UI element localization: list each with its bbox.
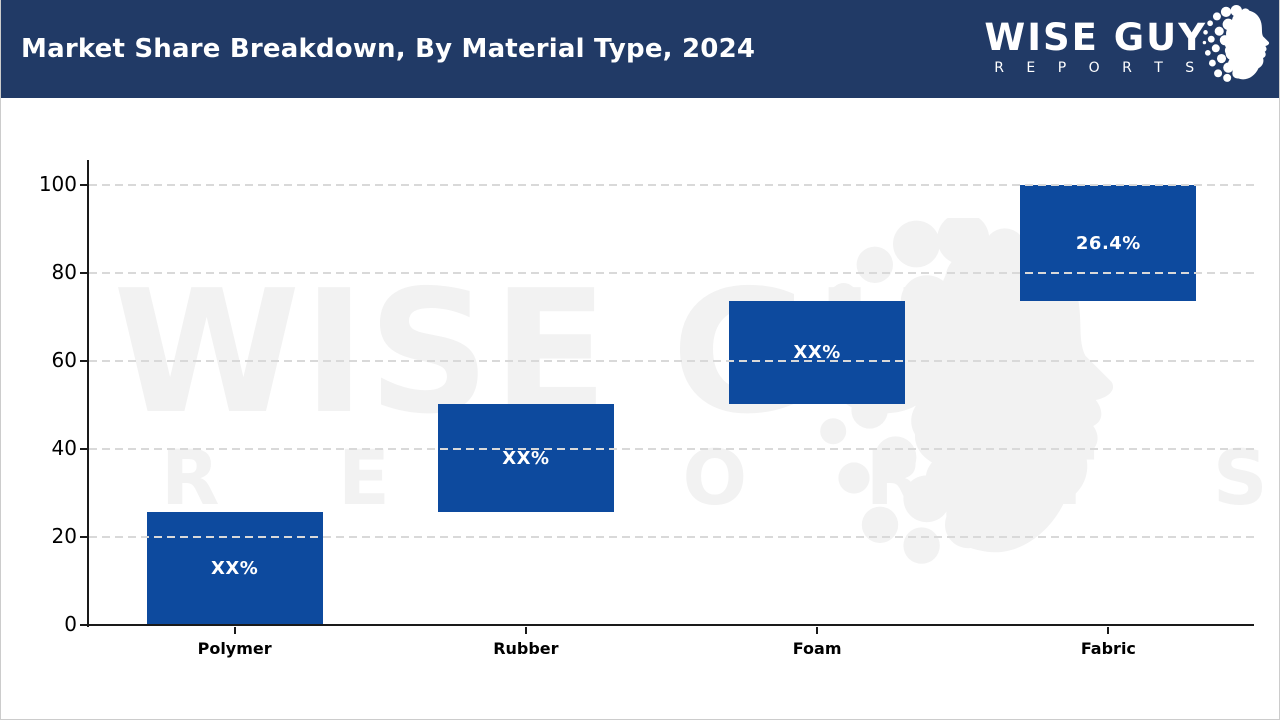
gridline-100 [89, 184, 1254, 186]
y-tick-label: 0 [64, 612, 77, 636]
wiseguy-logo: WISE GUY R E P O R T S [984, 4, 1275, 88]
category-label-polymer: Polymer [197, 639, 272, 658]
x-tick-mark [524, 627, 527, 634]
y-tick-mark [80, 272, 88, 274]
y-axis-line [87, 160, 89, 627]
x-tick-mark [233, 627, 236, 634]
y-tick-mark [80, 448, 88, 450]
y-tick-label: 60 [51, 348, 77, 372]
y-tick-mark [80, 536, 88, 538]
x-axis-line [87, 624, 1254, 626]
logo-subtext: R E P O R T S [994, 60, 1204, 76]
bar-foam: XX% [729, 301, 906, 405]
bar-value-label: XX% [210, 557, 259, 579]
wiseguy-head-icon [1202, 5, 1270, 82]
logo-text-block: WISE GUY R E P O R T S [984, 16, 1207, 76]
x-tick-mark [816, 627, 819, 634]
y-tick-mark [80, 360, 88, 362]
gridline-80 [89, 272, 1254, 274]
y-tick-label: 80 [51, 260, 77, 284]
y-tick-label: 100 [38, 172, 77, 196]
header-bar: Market Share Breakdown, By Material Type… [1, 0, 1279, 98]
gridline-60 [89, 360, 1254, 362]
x-tick-mark [1107, 627, 1110, 634]
bar-value-label: XX% [502, 447, 550, 469]
y-tick-mark [80, 624, 88, 626]
bar-fabric: 26.4% [1020, 185, 1197, 302]
y-tick-label: 40 [51, 436, 77, 460]
y-tick-mark [80, 184, 88, 186]
bar-value-label: XX% [793, 342, 841, 364]
chart-title: Market Share Breakdown, By Material Type… [21, 34, 756, 64]
logo-wordmark: WISE GUY [984, 16, 1207, 59]
gridline-20 [89, 536, 1254, 538]
bar-value-label: 26.4% [1075, 232, 1141, 254]
y-tick-label: 20 [51, 524, 77, 548]
gridline-40 [89, 448, 1254, 450]
category-label-rubber: Rubber [493, 639, 559, 658]
category-label-foam: Foam [792, 639, 842, 658]
bar-polymer: XX% [146, 511, 323, 625]
bar-rubber: XX% [437, 404, 614, 512]
category-label-fabric: Fabric [1080, 639, 1136, 658]
